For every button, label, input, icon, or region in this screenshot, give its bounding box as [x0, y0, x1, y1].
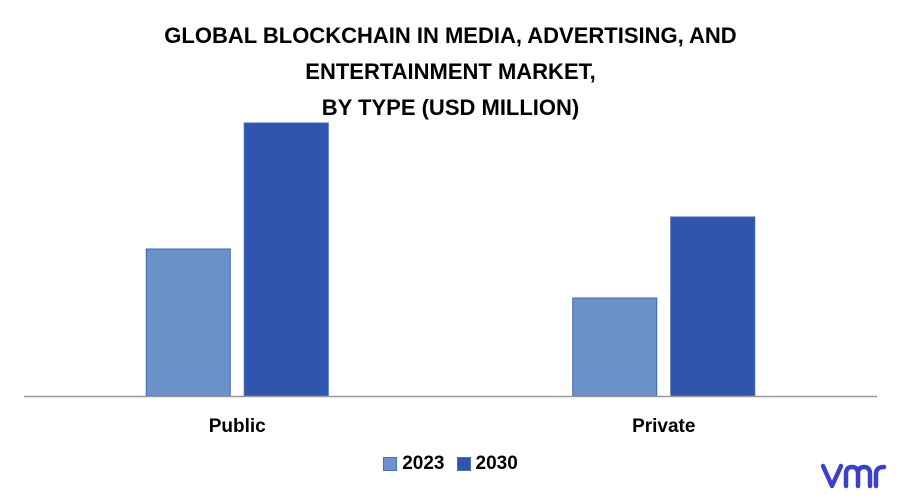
- chart-title: GLOBAL BLOCKCHAIN IN MEDIA, ADVERTISING,…: [0, 18, 901, 126]
- legend-label-2023: 2023: [402, 453, 445, 474]
- bar-private-2030: [670, 216, 756, 397]
- bar-private-2023: [572, 297, 658, 397]
- legend-label-2030: 2030: [475, 453, 518, 474]
- x-tick-label-public: Public: [209, 416, 266, 437]
- legend-item-2023: 2023: [383, 453, 445, 475]
- title-line-2: ENTERTAINMENT MARKET,: [305, 59, 596, 84]
- legend: 2023 2030: [0, 453, 901, 475]
- bar-public-2030: [243, 122, 329, 397]
- legend-swatch-2023: [383, 457, 398, 471]
- vmr-logo-icon: [820, 463, 887, 489]
- legend-swatch-2030: [456, 457, 471, 471]
- x-tick-label-private: Private: [632, 416, 695, 437]
- legend-item-2030: 2030: [456, 453, 518, 475]
- title-line-3: BY TYPE (USD MILLION): [321, 95, 580, 120]
- bar-public-2023: [145, 248, 231, 397]
- title-line-1: GLOBAL BLOCKCHAIN IN MEDIA, ADVERTISING,…: [164, 23, 737, 48]
